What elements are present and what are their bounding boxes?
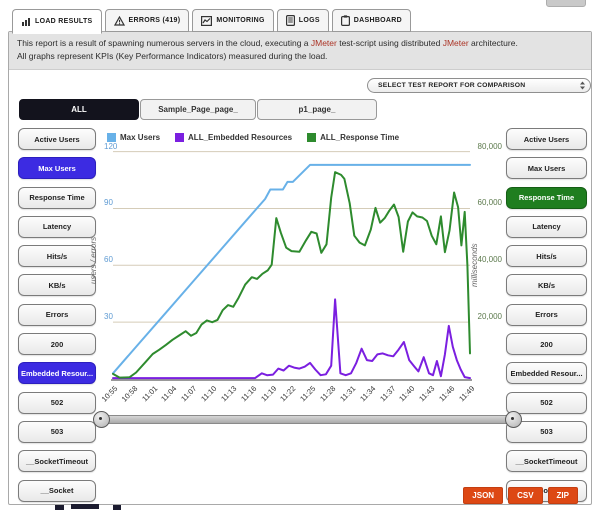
left-kpi-button-errors[interactable]: Errors [18,303,96,326]
tab-label: ERRORS (419) [128,17,181,24]
left-kpi-button-sockettimeout[interactable]: __SocketTimeout [18,450,96,473]
right-axis-title: milliseconds [470,243,479,287]
export-buttons: JSON CSV ZIP [463,487,578,504]
left-kpi-button-response-time[interactable]: Response Time [18,186,96,209]
left-kpi-button-embedded-resour[interactable]: Embedded Resour... [18,362,96,385]
left-kpi-button-active-users[interactable]: Active Users [18,128,96,150]
slider-handle-left[interactable] [93,411,110,428]
left-kpi-button-502[interactable]: 502 [18,391,96,414]
report-description: This report is a result of spawning nume… [9,32,591,70]
right-axis-tick: 60,000 [477,198,502,208]
comparison-select[interactable]: SELECT TEST REPORT FOR COMPARISON [367,78,591,93]
description-text: architecture. [468,38,518,48]
left-axis-tick: 30 [104,312,113,322]
series-line-all-embedded-resources [112,298,471,380]
export-json-button[interactable]: JSON [463,487,504,504]
report-tab-all[interactable]: ALL [19,99,139,120]
left-axis-tick: 90 [104,198,113,208]
right-kpi-sidebar: Active Users Max Users Response Time Latenc… [506,128,587,502]
tab-label: DASHBOARD [353,17,402,24]
right-axis-tick: 40,000 [477,255,502,265]
legend-label: ALL_Response Time [320,133,400,142]
clipboard-icon [340,15,350,26]
report-tab-sample-page-page[interactable]: Sample_Page_page_ [140,99,256,120]
legend-item-max-users: Max Users [107,133,160,142]
tab-errors-419[interactable]: ERRORS (419) [104,9,190,32]
left-kpi-button-latency[interactable]: Latency [18,215,96,238]
tab-logs[interactable]: LOGS [276,9,329,32]
bar-chart-icon [21,17,31,27]
report-tab-p1-page[interactable]: p1_page_ [257,99,377,120]
legend-swatch-icon [107,133,116,142]
jmeter-highlight: JMeter [310,38,337,48]
report-panel: This report is a result of spawning nume… [8,31,592,505]
legend-label: ALL_Embedded Resources [188,133,293,142]
slider-handle-right[interactable] [505,411,522,428]
right-kpi-button-latency[interactable]: Latency [506,215,587,238]
right-kpi-button-503[interactable]: 503 [506,420,587,443]
series-line-max-users [112,163,471,375]
select-stepper-icon [579,77,586,95]
right-kpi-button-response-time[interactable]: Response Time [506,186,587,209]
left-kpi-button-kb-s[interactable]: KB/s [18,274,96,297]
chart-legend: Max Users ALL_Embedded Resources ALL_Respo… [107,133,399,142]
legend-item-all-embedded-resources: ALL_Embedded Resources [175,133,292,142]
legend-swatch-icon [307,133,317,142]
legend-swatch-icon [175,133,185,142]
series-line-all-response-time [112,171,471,379]
right-kpi-button-sockettimeout[interactable]: __SocketTimeout [506,450,587,473]
right-kpi-button-errors[interactable]: Errors [506,303,587,326]
right-kpi-button-kb-s[interactable]: KB/s [506,274,587,297]
left-kpi-button-max-users[interactable]: Max Users [18,157,96,180]
export-zip-button[interactable]: ZIP [547,487,578,504]
left-kpi-button-socket[interactable]: __Socket [18,479,96,502]
monitor-chart-icon [201,15,213,26]
left-axis-title: users / errors [89,236,98,284]
right-kpi-button-active-users[interactable]: Active Users [506,128,587,150]
top-tab-bar: LOAD RESULTS ERRORS (419) MONITORING LOGS DA… [12,9,411,34]
right-kpi-button-embedded-resour[interactable]: Embedded Resour... [506,362,587,385]
left-kpi-button-hits-s[interactable]: Hits/s [18,245,96,268]
left-kpi-button-200[interactable]: 200 [18,333,96,356]
right-kpi-button-max-users[interactable]: Max Users [506,157,587,180]
cutoff-text-fragment [55,504,175,510]
right-kpi-button-502[interactable]: 502 [506,391,587,414]
description-text: This report is a result of spawning nume… [17,38,311,48]
document-icon [285,15,295,26]
description-text: test-script using distributed [336,38,443,48]
right-axis-tick: 20,000 [477,312,502,322]
right-kpi-button-hits-s[interactable]: Hits/s [506,245,587,268]
legend-item-all-response-time: ALL_Response Time [307,133,399,142]
description-line2: All graphs represent KPIs (Key Performan… [17,50,328,61]
right-kpi-button-200[interactable]: 200 [506,333,587,356]
right-axis-tick: 80,000 [477,141,502,151]
tab-dashboard[interactable]: DASHBOARD [331,9,411,32]
left-kpi-sidebar: Active Users Max Users Response Time Latenc… [18,128,96,502]
partial-top-button[interactable] [546,0,586,7]
legend-label: Max Users [120,133,161,142]
tab-label: MONITORING [216,17,265,24]
tab-load-results[interactable]: LOAD RESULTS [12,9,102,34]
time-range-slider[interactable] [100,415,514,424]
kpi-line-chart [111,151,472,381]
left-axis-tick: 120 [104,141,118,151]
tab-monitoring[interactable]: MONITORING [192,9,274,32]
jmeter-highlight: JMeter [442,38,469,48]
comparison-select-label: SELECT TEST REPORT FOR COMPARISON [378,82,526,89]
tab-label: LOAD RESULTS [35,18,93,25]
left-axis-tick: 60 [104,255,113,265]
left-kpi-button-503[interactable]: 503 [18,420,96,443]
warning-icon [113,15,125,26]
export-csv-button[interactable]: CSV [508,487,543,504]
tab-label: LOGS [298,17,320,24]
